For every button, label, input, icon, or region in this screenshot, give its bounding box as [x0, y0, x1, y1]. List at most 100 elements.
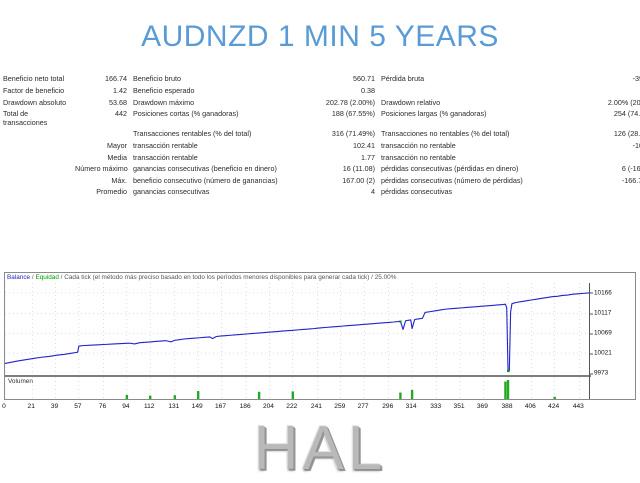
balance-curve-pane	[5, 283, 591, 373]
hal-watermark: HAL	[253, 414, 387, 483]
x-axis-tick: 277	[357, 403, 369, 410]
row-label-2: ganancias consecutivas (beneficio en din…	[133, 164, 277, 174]
y-axis-tick: 9973	[588, 369, 609, 377]
x-axis-tick: 259	[334, 403, 346, 410]
volume-pane: Volumen	[5, 375, 591, 401]
row-value-1: 442	[115, 109, 127, 119]
y-axis-tick: 10166	[589, 289, 612, 297]
x-axis-tick: 241	[310, 403, 322, 410]
row-value-1: Media	[107, 152, 127, 162]
row-label-1	[1, 129, 73, 141]
row-label-1: Factor de beneficio	[3, 85, 65, 95]
row-value-3: 6 (-166.75)	[621, 164, 640, 174]
row-value-2: 560.71	[353, 74, 375, 84]
y-axis-tick: 10021	[589, 349, 612, 357]
table-row: Máx. beneficio consecutivo (número de ga…	[1, 175, 640, 187]
x-axis-tick: 94	[122, 403, 130, 410]
x-axis-tick: 443	[572, 403, 584, 410]
row-label-3: pérdidas consecutivas (número de pérdida…	[381, 175, 523, 185]
table-row: Drawdown absoluto 53.68 Drawdown máximo …	[1, 97, 640, 109]
row-label-3: transacción no rentable	[381, 152, 456, 162]
row-value-3	[583, 86, 640, 98]
row-value-2: 1.77	[361, 152, 375, 162]
row-label-3: transacción no rentable	[381, 140, 456, 150]
row-label-3: Posiciones largas (% ganadoras)	[381, 109, 487, 119]
row-label-2: Transacciones rentables (% del total)	[133, 129, 252, 139]
x-axis-tick: 76	[98, 403, 107, 410]
row-value-3: -166.75 (6)	[621, 175, 640, 185]
x-axis-tick: 406	[524, 403, 536, 410]
legend-separator-2: /	[58, 274, 65, 281]
x-axis-tick: 131	[168, 403, 180, 410]
row-value-2: 102.41	[353, 140, 375, 150]
row-value-2: 167.00 (2)	[342, 175, 375, 185]
row-label-2: beneficio consecutivo (número de gananci…	[133, 175, 278, 185]
x-axis-tick: 296	[382, 403, 394, 410]
row-value-3: 2.00% (202.78)	[607, 97, 640, 107]
row-label-1	[1, 187, 73, 199]
row-value-3: -393.98	[632, 74, 640, 84]
x-axis-tick: 351	[453, 403, 465, 410]
row-value-1: Máx.	[111, 175, 127, 185]
row-value-1: Promedio	[96, 187, 127, 197]
x-axis-tick: 39	[50, 403, 59, 410]
row-value-3: 126 (28.51%)	[613, 129, 640, 139]
legend-equity: Equidad	[35, 274, 59, 281]
row-label-3: Drawdown relativo	[381, 97, 441, 107]
table-row: Factor de beneficio 1.42 Beneficio esper…	[1, 86, 640, 98]
table-row: Mayor transacción rentable 102.41 transa…	[1, 141, 640, 153]
y-axis-tick: 10117	[588, 309, 612, 317]
row-label-1	[1, 141, 73, 153]
x-axis-tick: 424	[548, 403, 560, 410]
row-label-2: transacción rentable	[133, 140, 198, 150]
legend-description: Cada tick (el método más preciso basado …	[64, 274, 397, 281]
x-axis-tick: 0	[2, 403, 6, 410]
row-label-1	[1, 152, 73, 164]
volume-label: Volumen	[8, 378, 33, 385]
x-axis-tick: 57	[74, 403, 82, 410]
row-value-3: 254 (74.41%)	[613, 109, 640, 119]
x-axis-tick: 369	[476, 403, 488, 410]
x-axis-tick: 21	[27, 403, 35, 410]
row-value-2: 316 (71.49%)	[331, 129, 375, 139]
row-value-2: 16 (11.08)	[342, 164, 375, 174]
x-axis-tick: 222	[286, 403, 298, 410]
row-label-1	[1, 164, 73, 176]
row-label-1: Drawdown absoluto	[3, 97, 67, 107]
row-label-2: Beneficio esperado	[133, 85, 195, 95]
row-value-3: 2	[583, 187, 640, 199]
page-title: AUDNZD 1 MIN 5 YEARS	[141, 20, 499, 53]
y-axis: 10166 10117 10069 10021 9973	[588, 283, 635, 399]
row-value-1: Número máximo	[75, 164, 128, 174]
x-axis-tick: 167	[214, 403, 227, 410]
row-label-3: Transacciones no rentables (% del total)	[381, 129, 510, 139]
balance-curve-svg	[5, 283, 591, 373]
row-label-3: Pérdida bruta	[381, 74, 425, 84]
row-label-2: transacción rentable	[133, 152, 198, 162]
volume-svg	[5, 377, 580, 399]
row-label-2: Drawdown máximo	[133, 97, 195, 107]
statistics-table: Beneficio neto total 166.74 Beneficio br…	[1, 74, 640, 198]
table-row: Media transacción rentable 1.77 transacc…	[1, 152, 640, 164]
table-row: Beneficio neto total 166.74 Beneficio br…	[1, 74, 640, 86]
x-axis-tick: 186	[239, 403, 251, 410]
row-value-1: 1.42	[113, 85, 127, 95]
row-value-1: Mayor	[107, 140, 127, 150]
row-label-2: ganancias consecutivas	[133, 187, 210, 197]
row-label-3: pérdidas consecutivas	[381, 187, 453, 197]
x-axis: 0 21 39 57 76 94 112 131 149 167 186 204 222 241 259 27…	[2, 400, 590, 416]
row-label-3	[377, 86, 583, 98]
row-label-1	[1, 175, 73, 187]
x-axis-tick: 333	[430, 403, 442, 410]
statistics-table-body: Beneficio neto total 166.74 Beneficio br…	[1, 74, 640, 198]
row-label-1: Beneficio neto total	[3, 74, 65, 84]
x-axis-tick: 112	[143, 403, 155, 410]
x-axis-tick: 388	[501, 403, 513, 410]
table-row: Promedio ganancias consecutivas 4 pérdid…	[1, 187, 640, 199]
chart-legend: Balance / Equidad / Cada tick (el método…	[5, 273, 396, 283]
row-value-2: 0.38	[361, 85, 375, 95]
row-value-2: 202.78 (2.00%)	[325, 97, 375, 107]
row-label-1: Total de transacciones	[3, 109, 48, 127]
y-axis-tick: 10069	[589, 329, 612, 337]
chart-frame: Balance / Equidad / Cada tick (el método…	[4, 272, 636, 400]
